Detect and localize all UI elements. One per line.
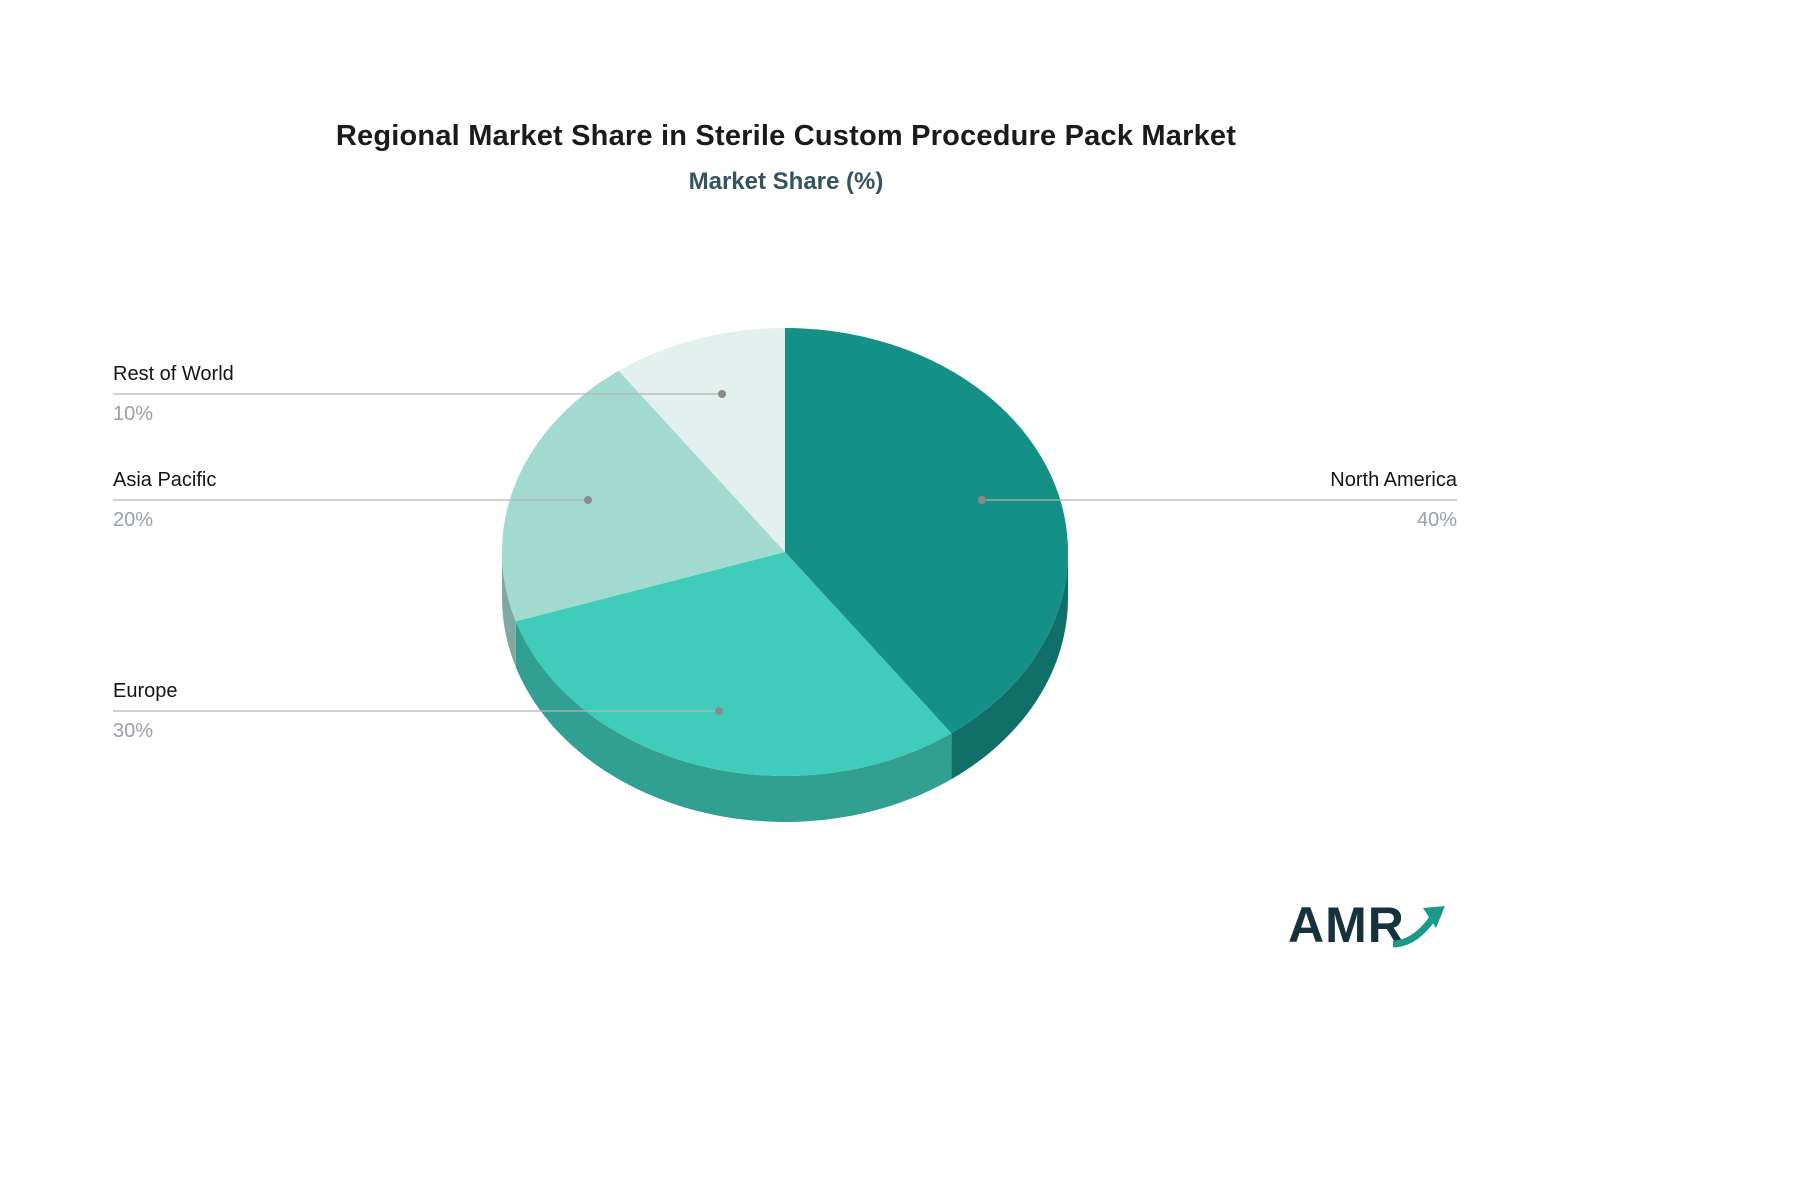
pie-slice-europe [515,552,952,776]
pie-slice-north-america [785,328,1068,734]
pie-slice-asia-pacific [502,370,785,622]
amr-logo: AMR [1288,896,1449,954]
callout-dot-rest-of-world [718,390,726,398]
callout-dot-europe [715,707,723,715]
pie-slice-side-north-america [951,552,1068,780]
pie-layer [502,328,1068,822]
callout-dot-north-america [978,496,986,504]
amr-logo-arrow-icon [1392,906,1445,948]
slice-value: 10% [113,403,154,425]
slice-value: 20% [113,509,154,531]
slice-label: Rest of World [113,363,234,385]
pie-slice-rest-of-world [618,328,785,552]
callout-label-asia-pacific: Asia Pacific 20% [113,468,216,532]
chart-title: Regional Market Share in Sterile Custom … [335,120,1237,152]
slice-label: North America [1330,469,1457,491]
callout-label-europe: Europe 30% [113,679,178,743]
callout-label-north-america: North America 40% [1330,468,1457,532]
callout-lines [113,390,1457,715]
pie-slice-side-europe [515,621,952,822]
slice-label: Europe [113,680,178,702]
slice-label: Asia Pacific [113,469,217,491]
pie-slice-side-asia-pacific [502,552,516,668]
chart-subtitle: Market Share (%) [688,168,884,195]
amr-logo-text: AMR [1288,897,1405,953]
callout-dot-asia-pacific [584,496,592,504]
callout-label-rest-of-world: Rest of World 10% [113,362,234,426]
slice-value: 40% [1416,509,1457,531]
slice-value: 30% [113,720,154,742]
